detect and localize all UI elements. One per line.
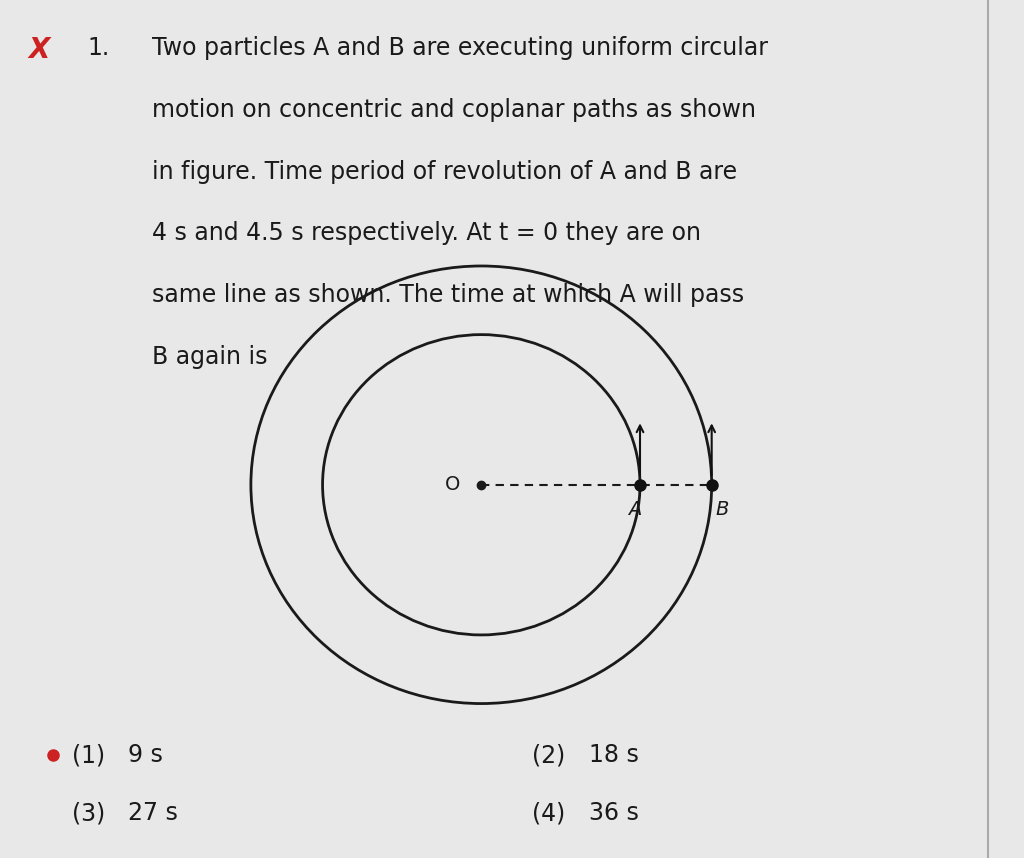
Text: B: B: [715, 500, 729, 519]
Text: X: X: [29, 36, 49, 64]
Text: 9 s: 9 s: [128, 743, 163, 767]
Text: 1.: 1.: [87, 36, 110, 60]
Text: O: O: [444, 475, 461, 494]
Text: (4): (4): [532, 801, 565, 825]
Text: A: A: [628, 500, 642, 519]
Text: motion on concentric and coplanar paths as shown: motion on concentric and coplanar paths …: [152, 98, 756, 122]
Text: in figure. Time period of revolution of A and B are: in figure. Time period of revolution of …: [152, 160, 736, 184]
Text: same line as shown. The time at which A will pass: same line as shown. The time at which A …: [152, 283, 743, 307]
Text: Two particles A and B are executing uniform circular: Two particles A and B are executing unif…: [152, 36, 768, 60]
Text: (1): (1): [72, 743, 104, 767]
Text: (2): (2): [532, 743, 565, 767]
Text: 36 s: 36 s: [589, 801, 639, 825]
Text: 18 s: 18 s: [589, 743, 639, 767]
Text: (3): (3): [72, 801, 104, 825]
Text: 27 s: 27 s: [128, 801, 178, 825]
Text: 4 s and 4.5 s respectively. At t = 0 they are on: 4 s and 4.5 s respectively. At t = 0 the…: [152, 221, 700, 245]
Text: B again is: B again is: [152, 345, 267, 369]
